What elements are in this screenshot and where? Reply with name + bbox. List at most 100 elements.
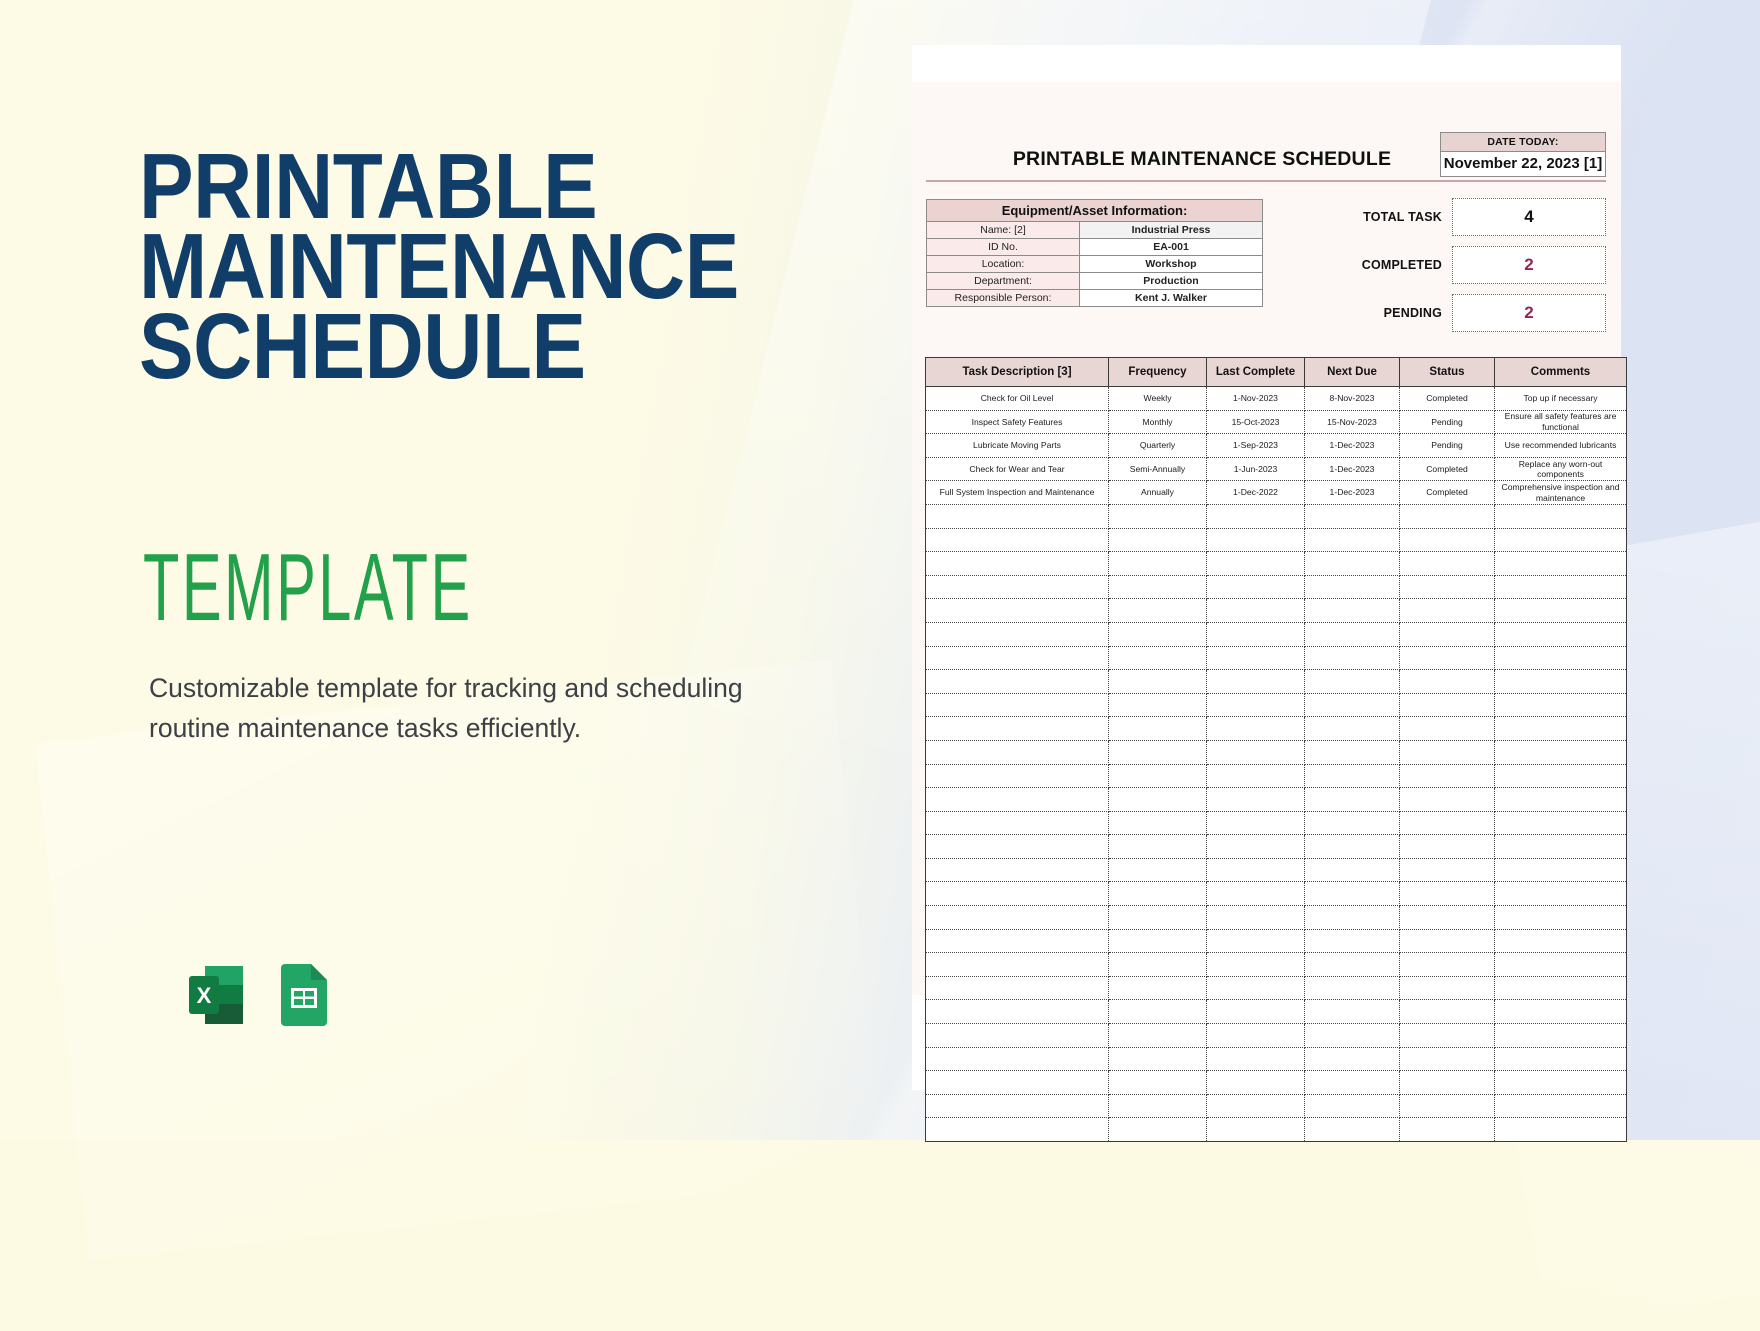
table-cell-empty[interactable] (925, 1070, 1109, 1095)
table-cell-empty[interactable] (1108, 787, 1207, 812)
table-cell-empty[interactable] (1399, 787, 1495, 812)
table-cell[interactable]: 1-Dec-2022 (1206, 480, 1305, 505)
table-cell-empty[interactable] (1108, 598, 1207, 623)
table-cell-empty[interactable] (1399, 1070, 1495, 1095)
table-cell-empty[interactable] (1494, 810, 1627, 836)
table-cell[interactable]: 1-Dec-2023 (1304, 480, 1400, 505)
table-row-empty[interactable] (925, 1117, 1627, 1142)
table-cell-empty[interactable] (1206, 881, 1305, 907)
table-cell-empty[interactable] (1206, 857, 1305, 883)
table-row[interactable]: Inspect Safety Features Monthly 15-Oct-202… (925, 409, 1627, 435)
table-cell-empty[interactable] (925, 1023, 1109, 1048)
equipment-value[interactable]: Workshop (1079, 255, 1263, 273)
table-cell-empty[interactable] (1206, 1070, 1305, 1095)
table-cell-empty[interactable] (1304, 739, 1400, 765)
table-cell[interactable]: Ensure all safety features are functiona… (1494, 409, 1627, 435)
table-cell-empty[interactable] (1399, 527, 1495, 553)
table-cell-empty[interactable] (925, 669, 1109, 694)
table-cell-empty[interactable] (1399, 645, 1495, 671)
table-cell-empty[interactable] (1108, 1117, 1207, 1142)
table-cell[interactable]: Lubricate Moving Parts (925, 433, 1109, 458)
table-cell[interactable]: Replace any worn-out components (1494, 456, 1627, 482)
table-cell-empty[interactable] (1108, 621, 1207, 647)
table-cell-empty[interactable] (1108, 503, 1207, 529)
table-row[interactable]: Check for Wear and Tear Semi-Annually 1-Ju… (925, 456, 1627, 482)
table-row-empty[interactable] (925, 810, 1627, 836)
table-cell-empty[interactable] (1304, 999, 1400, 1025)
table-cell-empty[interactable] (1304, 1093, 1400, 1119)
table-cell-empty[interactable] (1304, 975, 1400, 1001)
table-cell-empty[interactable] (925, 527, 1109, 553)
table-row-empty[interactable] (925, 503, 1627, 529)
table-cell-empty[interactable] (1399, 952, 1495, 977)
table-cell-empty[interactable] (1304, 1046, 1400, 1072)
table-cell-empty[interactable] (1304, 1023, 1400, 1048)
table-cell-empty[interactable] (1494, 763, 1627, 789)
table-row-empty[interactable] (925, 952, 1627, 977)
table-cell[interactable]: 15-Oct-2023 (1206, 409, 1305, 435)
table-cell-empty[interactable] (925, 881, 1109, 907)
table-cell[interactable]: 1-Sep-2023 (1206, 433, 1305, 458)
table-row-empty[interactable] (925, 857, 1627, 883)
table-cell[interactable]: 1-Dec-2023 (1304, 456, 1400, 482)
table-row-empty[interactable] (925, 1046, 1627, 1072)
table-cell-empty[interactable] (1206, 1046, 1305, 1072)
table-cell-empty[interactable] (1494, 787, 1627, 812)
table-cell-empty[interactable] (1494, 928, 1627, 954)
table-cell-empty[interactable] (1304, 905, 1400, 930)
table-cell-empty[interactable] (1399, 999, 1495, 1025)
table-cell[interactable]: Completed (1399, 480, 1495, 505)
table-cell[interactable]: Check for Oil Level (925, 386, 1109, 411)
table-cell-empty[interactable] (1399, 739, 1495, 765)
table-cell-empty[interactable] (1304, 952, 1400, 977)
table-row-empty[interactable] (925, 905, 1627, 930)
table-cell-empty[interactable] (1304, 763, 1400, 789)
table-cell-empty[interactable] (1494, 692, 1627, 718)
table-cell-empty[interactable] (1108, 551, 1207, 576)
table-cell-empty[interactable] (1108, 952, 1207, 977)
table-cell-empty[interactable] (1206, 952, 1305, 977)
table-cell-empty[interactable] (1206, 621, 1305, 647)
table-cell-empty[interactable] (1399, 598, 1495, 623)
date-today-value[interactable]: November 22, 2023 [1] (1440, 152, 1606, 177)
table-cell[interactable]: Annually (1108, 480, 1207, 505)
table-cell[interactable]: Comprehensive inspection and maintenance (1494, 480, 1627, 505)
table-cell-empty[interactable] (1108, 763, 1207, 789)
table-cell-empty[interactable] (1108, 999, 1207, 1025)
table-cell-empty[interactable] (925, 857, 1109, 883)
table-cell-empty[interactable] (1206, 551, 1305, 576)
table-cell-empty[interactable] (1304, 527, 1400, 553)
table-cell-empty[interactable] (1399, 881, 1495, 907)
table-cell-empty[interactable] (1494, 574, 1627, 600)
table-cell-empty[interactable] (925, 692, 1109, 718)
table-cell-empty[interactable] (1494, 645, 1627, 671)
table-cell[interactable]: Pending (1399, 433, 1495, 458)
table-cell[interactable]: Inspect Safety Features (925, 409, 1109, 435)
table-cell-empty[interactable] (1108, 1070, 1207, 1095)
table-cell-empty[interactable] (1304, 834, 1400, 859)
table-cell-empty[interactable] (1108, 1093, 1207, 1119)
table-cell-empty[interactable] (925, 763, 1109, 789)
table-row-empty[interactable] (925, 928, 1627, 954)
table-row-empty[interactable] (925, 834, 1627, 859)
table-cell-empty[interactable] (925, 905, 1109, 930)
table-cell-empty[interactable] (1206, 928, 1305, 954)
table-cell-empty[interactable] (1108, 905, 1207, 930)
table-cell-empty[interactable] (1494, 739, 1627, 765)
table-cell-empty[interactable] (925, 975, 1109, 1001)
table-cell-empty[interactable] (1399, 928, 1495, 954)
table-cell-empty[interactable] (1494, 716, 1627, 741)
table-cell-empty[interactable] (1304, 1117, 1400, 1142)
table-cell[interactable]: 15-Nov-2023 (1304, 409, 1400, 435)
table-cell-empty[interactable] (1108, 975, 1207, 1001)
table-cell-empty[interactable] (1304, 621, 1400, 647)
table-cell-empty[interactable] (1399, 1046, 1495, 1072)
table-row-empty[interactable] (925, 692, 1627, 718)
table-cell-empty[interactable] (1399, 669, 1495, 694)
table-cell-empty[interactable] (1108, 527, 1207, 553)
table-cell-empty[interactable] (1206, 834, 1305, 859)
table-cell[interactable]: 1-Jun-2023 (1206, 456, 1305, 482)
table-cell[interactable]: Semi-Annually (1108, 456, 1207, 482)
table-cell-empty[interactable] (1108, 645, 1207, 671)
table-cell-empty[interactable] (925, 551, 1109, 576)
